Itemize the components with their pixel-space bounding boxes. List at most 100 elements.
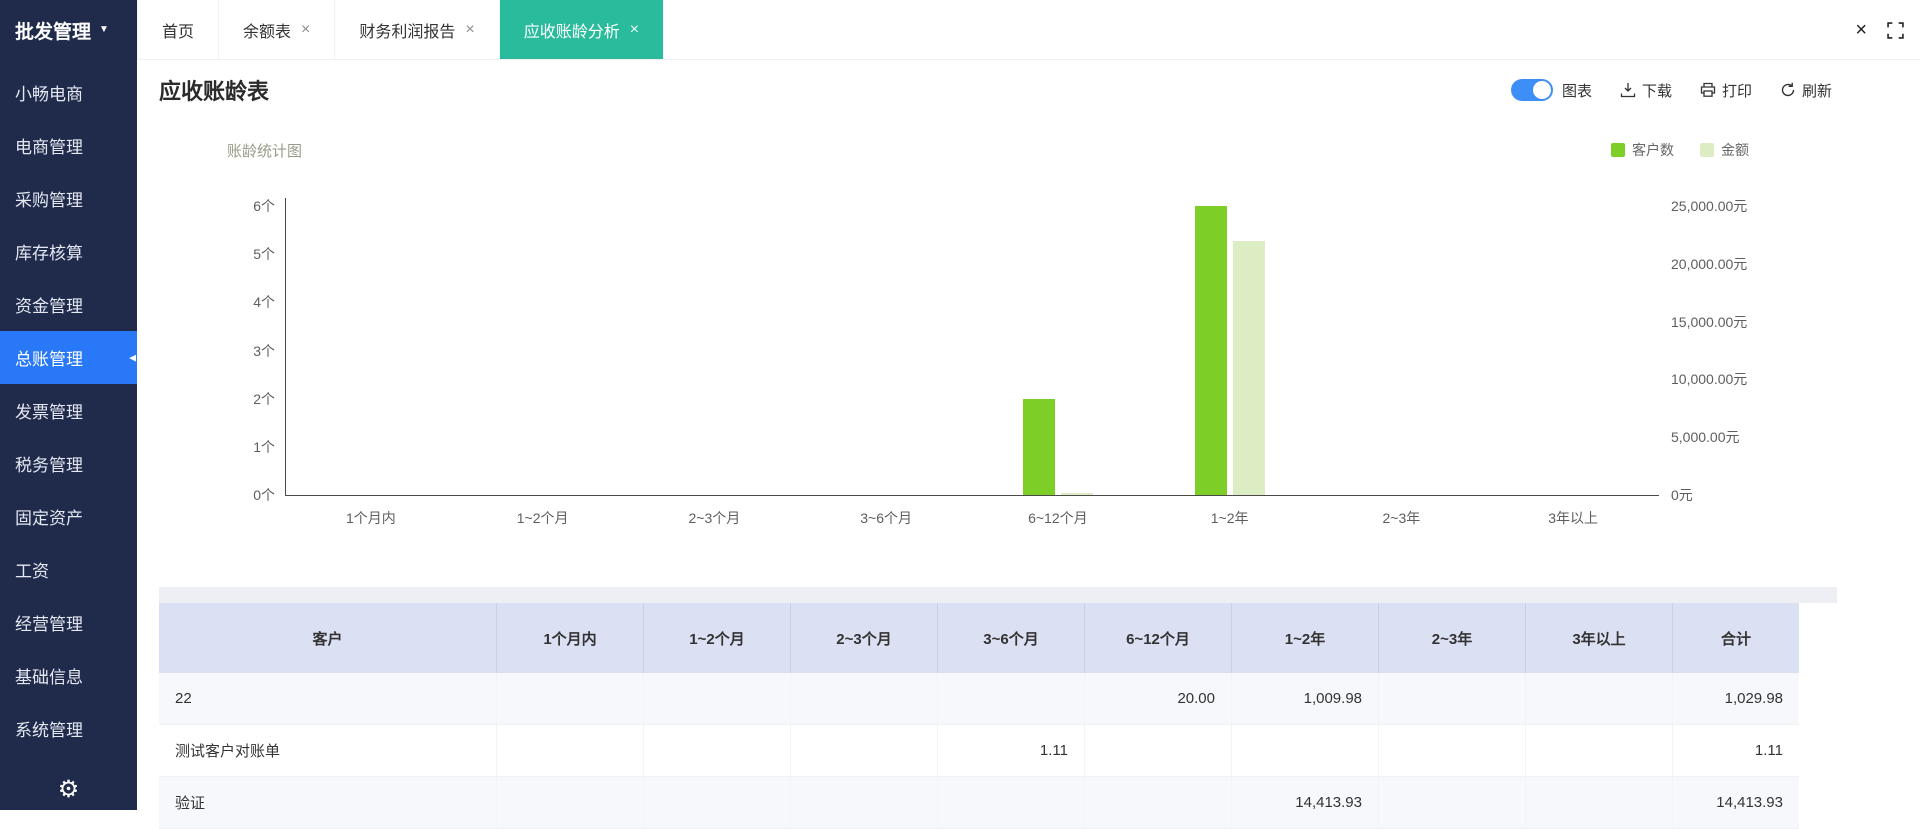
- table-cell: [791, 777, 938, 828]
- table-cell: [1379, 673, 1526, 724]
- refresh-button[interactable]: 刷新: [1780, 80, 1832, 101]
- y-axis-tick-right: 10,000.00元: [1671, 371, 1748, 388]
- tab[interactable]: 应收账龄分析 ×: [499, 0, 665, 59]
- table-cell: [1526, 725, 1673, 776]
- sidebar-item-label: 总账管理: [15, 350, 83, 369]
- legend-label: 客户数: [1632, 142, 1674, 158]
- sidebar-item[interactable]: 系统管理: [0, 702, 137, 755]
- sidebar-item[interactable]: 资金管理: [0, 278, 137, 331]
- sidebar-nav: 小畅电商电商管理采购管理 库存核算资金管理总账管理 ◀ 发票管理税务管理固定资产 工资经…: [0, 66, 137, 755]
- y-axis-tick-left: 4个: [253, 294, 275, 311]
- column-header: 3~6个月: [938, 603, 1085, 673]
- table-cell: 1.11: [938, 725, 1085, 776]
- x-axis-label: 1~2个月: [516, 510, 569, 526]
- window-controls: ×: [1855, 0, 1904, 60]
- column-header: 2~3个月: [791, 603, 938, 673]
- legend-swatch: [1611, 143, 1625, 157]
- x-axis-label: 3年以上: [1548, 510, 1599, 526]
- tab[interactable]: 余额表 ×: [219, 0, 336, 59]
- sidebar-item-label: 税务管理: [15, 456, 83, 475]
- print-icon: [1700, 82, 1716, 97]
- x-axis-label: 6~12个月: [1028, 510, 1088, 526]
- table-cell: [497, 777, 644, 828]
- table-body: 22 20.00 1,009.98 1,029.98 测试客户对账单 1.11 1.11 验证…: [159, 673, 1799, 829]
- settings-gear-icon[interactable]: ⚙: [57, 776, 80, 803]
- tab-label: 首页: [162, 23, 195, 41]
- active-indicator-icon: ◀: [129, 352, 136, 362]
- table-cell: [1379, 777, 1526, 828]
- sidebar-item-label: 系统管理: [15, 721, 83, 740]
- chart-view-toggle[interactable]: 图表: [1510, 79, 1592, 101]
- y-axis-tick-left: 0个: [253, 487, 275, 503]
- content: 账龄统计图 客户数 金额 6个 5个 4个 3个 2个 1个 0个 25,000.00元 20,0…: [137, 120, 1837, 829]
- sidebar-item-label: 小畅电商: [15, 85, 83, 104]
- sidebar-item[interactable]: 基础信息: [0, 649, 137, 702]
- sidebar-item[interactable]: 总账管理 ◀: [0, 331, 137, 384]
- legend-item[interactable]: 客户数: [1611, 140, 1674, 160]
- sidebar-item[interactable]: 发票管理: [0, 384, 137, 437]
- sidebar-item[interactable]: 小畅电商: [0, 66, 137, 119]
- y-axis-tick-left: 2个: [253, 390, 275, 407]
- x-axis-label: 2~3年: [1382, 510, 1421, 526]
- tab-close-icon[interactable]: ×: [629, 20, 640, 38]
- column-header: 1~2个月: [644, 603, 791, 673]
- content-gap: [159, 587, 1837, 603]
- page-title: 应收账龄表: [159, 79, 270, 104]
- tab-list: 首页 余额表 × 财务利润报告 × 应收账龄分析 ×: [137, 0, 665, 59]
- table-cell: [791, 725, 938, 776]
- legend-swatch: [1700, 143, 1714, 157]
- toolbar: 应收账龄表 图表 下载 打印: [137, 60, 1920, 120]
- table-cell: [938, 777, 1085, 828]
- y-axis-tick-right: 25,000.00元: [1671, 198, 1748, 214]
- table-cell: [644, 777, 791, 828]
- table-cell: 14,413.93: [1232, 777, 1379, 828]
- tab-close-icon[interactable]: ×: [301, 20, 311, 38]
- column-header: 2~3年: [1379, 603, 1526, 673]
- sidebar-item-label: 资金管理: [15, 297, 83, 316]
- tab[interactable]: 财务利润报告 ×: [335, 0, 500, 59]
- toggle-knob: [1532, 81, 1551, 99]
- toggle-switch[interactable]: [1510, 79, 1553, 101]
- tab-close-icon[interactable]: ×: [465, 20, 475, 38]
- x-axis-line: [285, 495, 1659, 496]
- sidebar-header-label: 批发管理: [15, 21, 92, 43]
- fullscreen-button[interactable]: [1887, 21, 1904, 39]
- close-icon: ×: [1855, 19, 1867, 41]
- sidebar-item[interactable]: 经营管理: [0, 596, 137, 649]
- chart-toggle-label: 图表: [1561, 82, 1592, 100]
- sidebar-item[interactable]: 采购管理: [0, 172, 137, 225]
- sidebar-item[interactable]: 固定资产: [0, 490, 137, 543]
- close-button[interactable]: ×: [1855, 20, 1867, 40]
- table-row: 测试客户对账单 1.11 1.11: [159, 725, 1799, 777]
- legend-label: 金额: [1721, 142, 1749, 158]
- sidebar: 批发管理 ▼ 小畅电商电商管理采购管理 库存核算资金管理总账管理 ◀ 发票管理税务管理…: [0, 0, 137, 810]
- x-axis-label: 1个月内: [345, 510, 396, 526]
- column-header: 客户: [159, 603, 497, 673]
- y-axis-tick-left: 3个: [253, 342, 275, 359]
- sidebar-item[interactable]: 库存核算: [0, 225, 137, 278]
- sidebar-item[interactable]: 电商管理: [0, 119, 137, 172]
- sidebar-item-label: 电商管理: [15, 138, 83, 157]
- x-axis-label: 1~2年: [1210, 510, 1249, 526]
- table-cell: [497, 673, 644, 724]
- chart-card: 账龄统计图 客户数 金额 6个 5个 4个 3个 2个 1个 0个 25,000.00元 20,0…: [159, 120, 1837, 587]
- y-axis-tick-left: 1个: [253, 438, 275, 455]
- chart-legend: 客户数 金额: [1611, 140, 1749, 160]
- column-header: 1个月内: [497, 603, 644, 673]
- refresh-label: 刷新: [1801, 82, 1832, 100]
- table-cell: [644, 673, 791, 724]
- tab[interactable]: 首页: [137, 0, 220, 59]
- table-cell: [1526, 673, 1673, 724]
- legend-item[interactable]: 金额: [1700, 140, 1749, 160]
- sidebar-item-label: 经营管理: [15, 615, 83, 634]
- print-button[interactable]: 打印: [1700, 80, 1752, 101]
- table-cell: 1,029.98: [1724, 690, 1783, 707]
- column-header: 3年以上: [1526, 603, 1673, 673]
- sidebar-header[interactable]: 批发管理 ▼: [0, 0, 137, 60]
- bar-customer-count: [1022, 398, 1055, 495]
- sidebar-item[interactable]: 税务管理: [0, 437, 137, 490]
- table-cell: [644, 725, 791, 776]
- sidebar-item[interactable]: 工资: [0, 543, 137, 596]
- refresh-icon: [1781, 82, 1795, 97]
- download-button[interactable]: 下载: [1620, 80, 1672, 101]
